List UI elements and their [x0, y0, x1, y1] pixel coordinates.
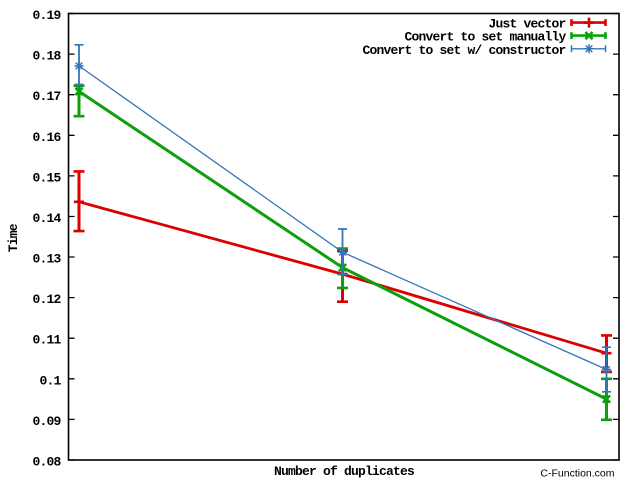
svg-text:Just vector: Just vector: [488, 17, 565, 32]
svg-text:0.18: 0.18: [32, 49, 61, 64]
svg-text:0.15: 0.15: [32, 170, 61, 185]
svg-text:0.1: 0.1: [39, 373, 61, 388]
svg-text:0.16: 0.16: [32, 130, 61, 145]
svg-text:Time: Time: [6, 223, 21, 252]
svg-text:Convert to set manually: Convert to set manually: [404, 30, 566, 45]
svg-text:0.17: 0.17: [32, 89, 60, 104]
svg-text:0.13: 0.13: [32, 252, 61, 267]
svg-text:Convert to set w/ constructor: Convert to set w/ constructor: [362, 43, 565, 58]
svg-text:0.11: 0.11: [32, 333, 61, 348]
svg-text:0.12: 0.12: [32, 292, 61, 307]
svg-text:0.19: 0.19: [32, 8, 61, 23]
svg-text:0.08: 0.08: [32, 455, 61, 470]
svg-text:Number of duplicates: Number of duplicates: [274, 464, 415, 479]
svg-text:C-Function.com: C-Function.com: [540, 468, 614, 480]
svg-text:0.14: 0.14: [32, 211, 61, 226]
svg-text:0.09: 0.09: [32, 414, 61, 429]
